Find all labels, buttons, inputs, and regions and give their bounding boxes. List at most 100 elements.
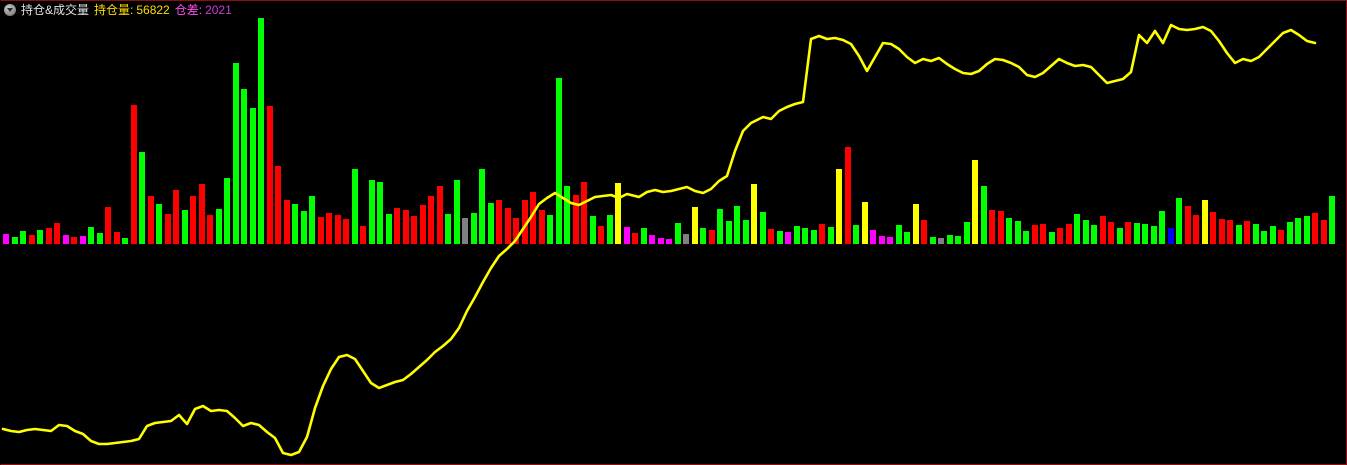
volume-bar [1210,212,1216,244]
volume-bar [148,196,154,244]
volume-bar [624,227,630,244]
volume-bar [292,204,298,244]
volume-bar [581,182,587,244]
volume-bar [190,196,196,244]
volume-bar [768,229,774,244]
volume-bar [760,212,766,244]
volume-bar [428,196,434,244]
volume-bar [649,235,655,244]
volume-bar [938,238,944,244]
volume-bar [275,166,281,244]
volume-bar [556,78,562,244]
volume-bar [887,237,893,244]
volume-bar [37,230,43,244]
volume-bar [1100,216,1106,244]
open-interest-label: 持仓量: [94,2,134,17]
volume-bar [1083,220,1089,244]
volume-bar [1278,230,1284,244]
open-interest-readout: 持仓量: 56822 [94,4,170,16]
volume-bar [802,228,808,244]
volume-bar [1227,220,1233,244]
volume-bar [1287,222,1293,244]
volume-bar [29,235,35,244]
volume-bar [828,227,834,244]
volume-bar [870,230,876,244]
volume-bar [309,196,315,244]
volume-bar [1023,231,1029,244]
volume-bar [564,186,570,244]
position-change-value: 2021 [205,2,232,17]
volume-bar [836,169,842,244]
volume-bar [904,232,910,244]
volume-bar [683,234,689,244]
indicator-title: 持仓&成交量 [21,2,90,17]
volume-bar [743,220,749,244]
volume-bar [224,178,230,244]
volume-bar [488,203,494,244]
volume-bar [734,206,740,244]
volume-bar [12,237,18,244]
volume-bar [1295,218,1301,244]
position-change-readout: 仓差: 2021 [175,4,232,16]
volume-bar [386,214,392,244]
open-interest-line [1,23,1317,457]
volume-bar [862,202,868,244]
volume-bar [88,227,94,244]
volume-bar [1219,219,1225,244]
volume-bar [445,214,451,244]
volume-bar [675,223,681,244]
volume-bar [54,223,60,244]
volume-bar [1236,225,1242,244]
volume-bar [930,237,936,244]
volume-bar [233,63,239,244]
volume-bar [1261,231,1267,244]
volume-bar [71,237,77,244]
volume-bar [879,236,885,244]
volume-bar [471,213,477,244]
volume-baseline [1,244,1346,245]
volume-bar [1176,198,1182,244]
volume-bar [454,180,460,244]
volume-bar [377,182,383,244]
volume-bar [369,180,375,244]
chevron-down-circle-icon[interactable] [4,3,16,16]
volume-bar [301,211,307,244]
volume-bar [590,216,596,244]
volume-bar [1134,223,1140,244]
volume-bar [1057,228,1063,244]
volume-bar [1125,222,1131,244]
volume-bar [267,106,273,244]
volume-bar [615,183,621,244]
volume-bar [522,200,528,244]
volume-bar [1253,224,1259,244]
volume-bar [360,226,366,244]
volume-bar [114,232,120,244]
volume-bar [751,184,757,244]
volume-bar [479,169,485,244]
volume-bar [955,236,961,244]
volume-bar [156,204,162,244]
volume-bar [794,226,800,244]
volume-bar [335,215,341,244]
volume-bar [819,224,825,244]
volume-bar [3,234,9,244]
volume-bar [1040,224,1046,244]
volume-bar [105,207,111,244]
volume-bar [394,208,400,244]
open-interest-value: 56822 [136,2,170,17]
volume-bar [437,186,443,244]
volume-bar [573,195,579,244]
volume-bar [1185,206,1191,244]
volume-bar [811,230,817,244]
volume-bar [63,235,69,244]
volume-bar [785,232,791,244]
volume-bar [921,220,927,244]
volume-bar [216,209,222,244]
volume-bar [964,222,970,244]
volume-bar [1066,224,1072,244]
volume-bar [845,147,851,244]
volume-bar [853,225,859,244]
